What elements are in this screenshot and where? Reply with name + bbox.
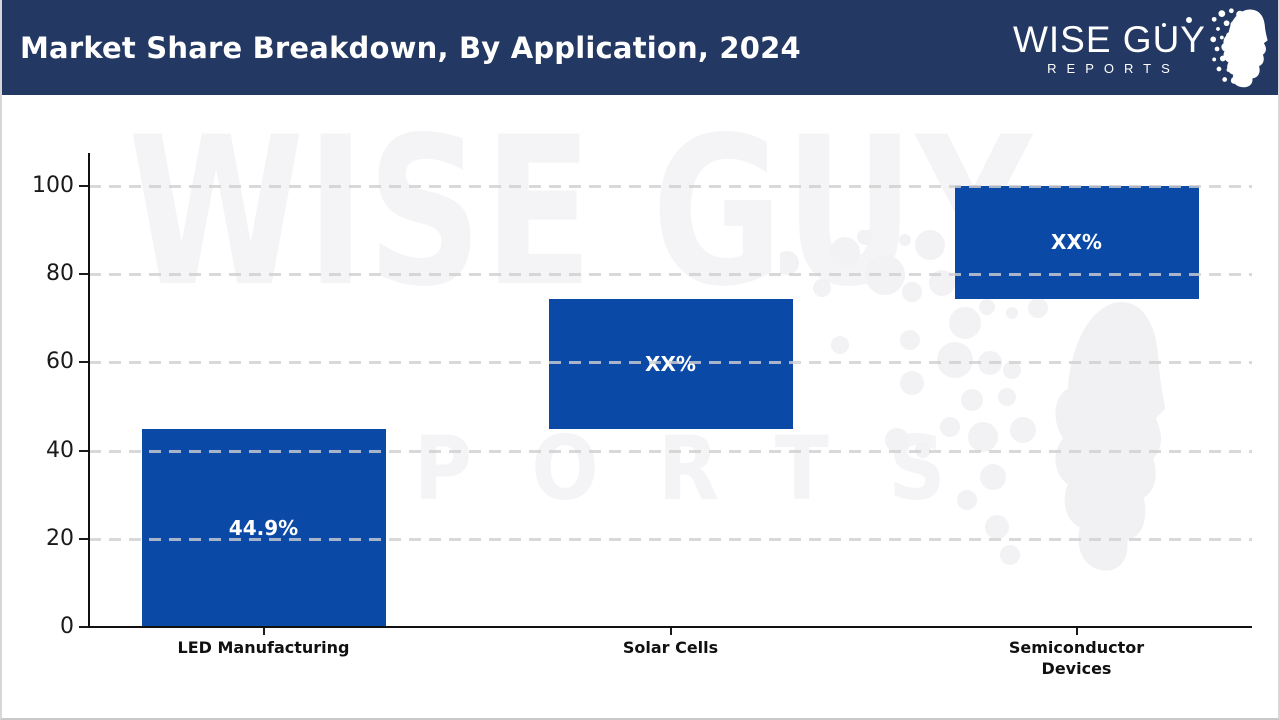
x-axis-tick-mark bbox=[262, 627, 265, 635]
y-axis-tick-label: 60 bbox=[46, 349, 74, 375]
watermark-face-icon bbox=[1055, 302, 1166, 571]
y-axis-tick-mark bbox=[79, 361, 89, 364]
y-axis-tick-mark bbox=[79, 626, 89, 628]
y-axis-tick-mark bbox=[79, 273, 89, 276]
x-axis-category-label: LED Manufacturing bbox=[177, 638, 350, 657]
logo-face-icon bbox=[1210, 8, 1268, 88]
y-axis-tick-label: 20 bbox=[46, 525, 74, 551]
bar-segment: 44.9% bbox=[141, 428, 386, 627]
x-axis-category-label: Semiconductor Devices bbox=[1008, 638, 1145, 678]
logo-subtitle: REPORTS bbox=[1047, 60, 1180, 76]
logo-wordmark: WISE GUY bbox=[1012, 18, 1206, 60]
y-axis-tick-label: 100 bbox=[32, 173, 74, 198]
bar-segment: XX% bbox=[954, 186, 1199, 299]
gridline bbox=[89, 185, 1252, 188]
y-axis-tick-label: 40 bbox=[46, 437, 74, 463]
y-axis-tick-mark bbox=[79, 449, 89, 452]
logo-dot-icon bbox=[1162, 22, 1166, 27]
wise-guy-logo: WISE GUY REPORTS bbox=[1013, 6, 1270, 90]
bar-value-label: XX% bbox=[1051, 230, 1102, 255]
y-axis-tick-label: 0 bbox=[60, 614, 74, 639]
x-axis-category-label: Solar Cells bbox=[622, 638, 719, 657]
logo-text: WISE GUY REPORTS bbox=[1012, 16, 1206, 76]
x-axis-tick-mark bbox=[1075, 627, 1078, 635]
gridline bbox=[89, 449, 1252, 453]
x-axis-tick-mark bbox=[669, 627, 672, 635]
y-axis-tick-label: 80 bbox=[46, 261, 74, 287]
gridline bbox=[89, 361, 1252, 365]
logo-dot-icon bbox=[1186, 16, 1192, 23]
y-axis-tick-mark bbox=[79, 537, 89, 540]
y-axis-line bbox=[88, 153, 90, 628]
chart-area: WISE GUY REPORTS 02040608010044.9%XX%XX%… bbox=[0, 95, 1280, 720]
header-bar: Market Share Breakdown, By Application, … bbox=[0, 0, 1280, 95]
y-axis-tick-mark bbox=[79, 185, 89, 187]
gridline bbox=[89, 537, 1252, 541]
bar-value-label: 44.9% bbox=[228, 515, 299, 540]
x-axis-line bbox=[88, 626, 1252, 628]
page-title: Market Share Breakdown, By Application, … bbox=[20, 30, 801, 65]
gridline bbox=[89, 273, 1252, 277]
